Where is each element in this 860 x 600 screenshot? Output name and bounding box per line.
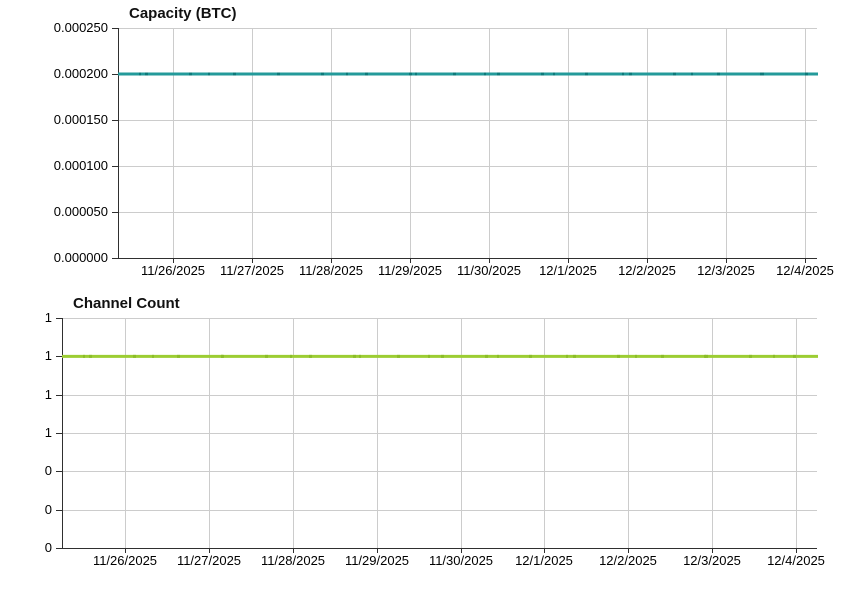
channel-count-x-tick-label: 12/1/2025 (515, 553, 573, 568)
capacity-y-tick-label: 0.000000 (53, 250, 108, 265)
capacity-x-tick-label: 12/2/2025 (618, 263, 676, 278)
channel-count-x-tick-label: 12/3/2025 (683, 553, 741, 568)
capacity-x-tick-label: 11/26/2025 (140, 263, 206, 278)
capacity-x-tick-label: 11/27/2025 (219, 263, 285, 278)
capacity-x-tick-label: 12/1/2025 (539, 263, 597, 278)
channel-count-x-tick-label: 11/28/2025 (260, 553, 326, 568)
capacity-x-tick-label: 11/28/2025 (298, 263, 364, 278)
channel-count-x-tick-label: 12/4/2025 (767, 553, 825, 568)
channel-count-x-tick-label: 11/27/2025 (176, 553, 242, 568)
channel-count-x-tick-label: 11/30/2025 (428, 553, 494, 568)
channel-count-y-tick-label: 1 (44, 310, 52, 325)
channel-count-x-tick-label: 12/2/2025 (599, 553, 657, 568)
channel-count-y-tick-label: 1 (44, 348, 52, 363)
capacity-y-tick-label: 0.000150 (53, 112, 108, 127)
capacity-x-tick-label: 12/3/2025 (697, 263, 755, 278)
channel-count-x-tick-label: 11/29/2025 (344, 553, 410, 568)
capacity-x-tick-label: 12/4/2025 (776, 263, 834, 278)
capacity-x-tick-label: 11/30/2025 (456, 263, 522, 278)
capacity-y-tick-label: 0.000200 (53, 66, 108, 81)
capacity-y-tick-label: 0.000250 (53, 20, 108, 35)
channel-count-y-tick-label: 0 (44, 463, 52, 478)
channel-count-chart-title: Channel Count (73, 295, 180, 312)
capacity-chart-title: Capacity (BTC) (129, 5, 237, 22)
capacity-y-tick-label: 0.000100 (53, 158, 108, 173)
channel-count-y-tick-label: 1 (44, 425, 52, 440)
channel-count-y-tick-label: 0 (44, 540, 52, 555)
channel-count-y-tick-label: 1 (44, 387, 52, 402)
capacity-y-tick-label: 0.000050 (53, 204, 108, 219)
capacity-x-tick-label: 11/29/2025 (377, 263, 443, 278)
channel-count-x-tick-label: 11/26/2025 (92, 553, 158, 568)
channel-count-y-tick-label: 0 (44, 502, 52, 517)
